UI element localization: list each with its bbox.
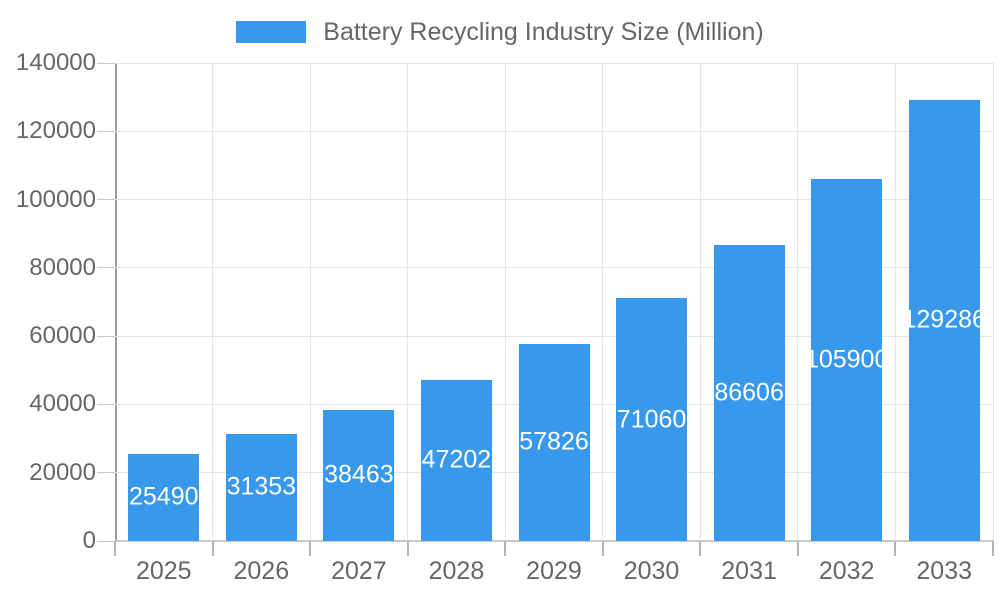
bar-value-label: 25490 [129, 482, 199, 511]
y-axis-label: 0 [82, 527, 96, 554]
x-gridline [797, 63, 799, 541]
x-axis-label: 2030 [623, 557, 680, 585]
x-tick [211, 541, 214, 556]
bar[interactable]: 105900 [811, 179, 883, 541]
bar-value-label: 105900 [811, 345, 883, 374]
legend-label: Battery Recycling Industry Size (Million… [323, 17, 764, 46]
x-axis-label: 2033 [916, 557, 973, 585]
y-tick [97, 62, 115, 64]
bar-value-label: 71060 [616, 405, 687, 434]
x-tick [601, 541, 604, 556]
y-tick [97, 130, 115, 132]
bar[interactable]: 129286 [908, 99, 980, 541]
bar-value-label: 86606 [714, 378, 784, 407]
bar[interactable]: 47202 [420, 379, 492, 541]
y-axis-label: 120000 [15, 117, 96, 145]
x-gridline [212, 63, 214, 541]
y-gridline [115, 335, 993, 337]
bar[interactable]: 38463 [323, 409, 395, 541]
x-tick [406, 541, 409, 556]
legend-swatch [236, 21, 307, 43]
y-axis-label: 40000 [29, 390, 96, 418]
x-tick [504, 541, 507, 556]
y-gridline [115, 62, 993, 64]
x-axis-label: 2028 [428, 557, 485, 585]
x-gridline [602, 63, 604, 541]
y-axis-label: 20000 [29, 458, 96, 486]
bar[interactable]: 31353 [225, 433, 297, 541]
y-tick [97, 267, 115, 269]
y-tick [97, 540, 115, 542]
y-gridline [115, 130, 993, 132]
bar-value-label: 38463 [324, 460, 394, 489]
x-tick [114, 541, 116, 556]
x-gridline [309, 63, 311, 541]
legend-item[interactable]: Battery Recycling Industry Size (Million… [0, 14, 1000, 50]
y-gridline [115, 267, 993, 269]
x-axis-label: 2025 [135, 557, 192, 585]
x-tick [309, 541, 312, 556]
x-axis-label: 2032 [818, 557, 875, 585]
x-axis-label: 2027 [331, 557, 387, 585]
y-tick [97, 472, 115, 474]
bar[interactable]: 57826 [518, 343, 590, 541]
x-gridline [504, 63, 506, 541]
y-axis-label: 100000 [15, 185, 96, 213]
bar-value-label: 47202 [421, 445, 492, 474]
x-gridline [894, 63, 896, 541]
y-axis-line [115, 63, 117, 541]
y-tick [97, 403, 115, 405]
x-tick [699, 541, 702, 556]
y-axis-label: 140000 [15, 49, 96, 76]
bar-value-label: 129286 [908, 305, 980, 334]
bar[interactable]: 71060 [616, 298, 688, 541]
y-axis-label: 80000 [29, 253, 96, 281]
x-axis-label: 2026 [233, 557, 290, 585]
bar-value-label: 57826 [519, 427, 589, 456]
bar[interactable]: 25490 [128, 453, 200, 541]
x-gridline [699, 63, 701, 541]
x-gridline [407, 63, 409, 541]
x-tick [796, 541, 799, 556]
y-tick [97, 199, 115, 201]
x-axis-line [115, 540, 993, 542]
bar[interactable]: 86606 [713, 245, 785, 541]
x-tick [992, 541, 994, 556]
x-axis-label: 2029 [526, 557, 582, 585]
y-tick [97, 335, 115, 337]
x-axis-label: 2031 [721, 557, 777, 585]
y-gridline [115, 199, 993, 201]
bar-value-label: 31353 [226, 472, 297, 501]
x-gridline [992, 63, 994, 541]
x-tick [894, 541, 897, 556]
y-axis-label: 60000 [29, 322, 96, 350]
plot-area: 25490 31353 38463 47202 57826 71060 86606 10590… [115, 62, 994, 542]
